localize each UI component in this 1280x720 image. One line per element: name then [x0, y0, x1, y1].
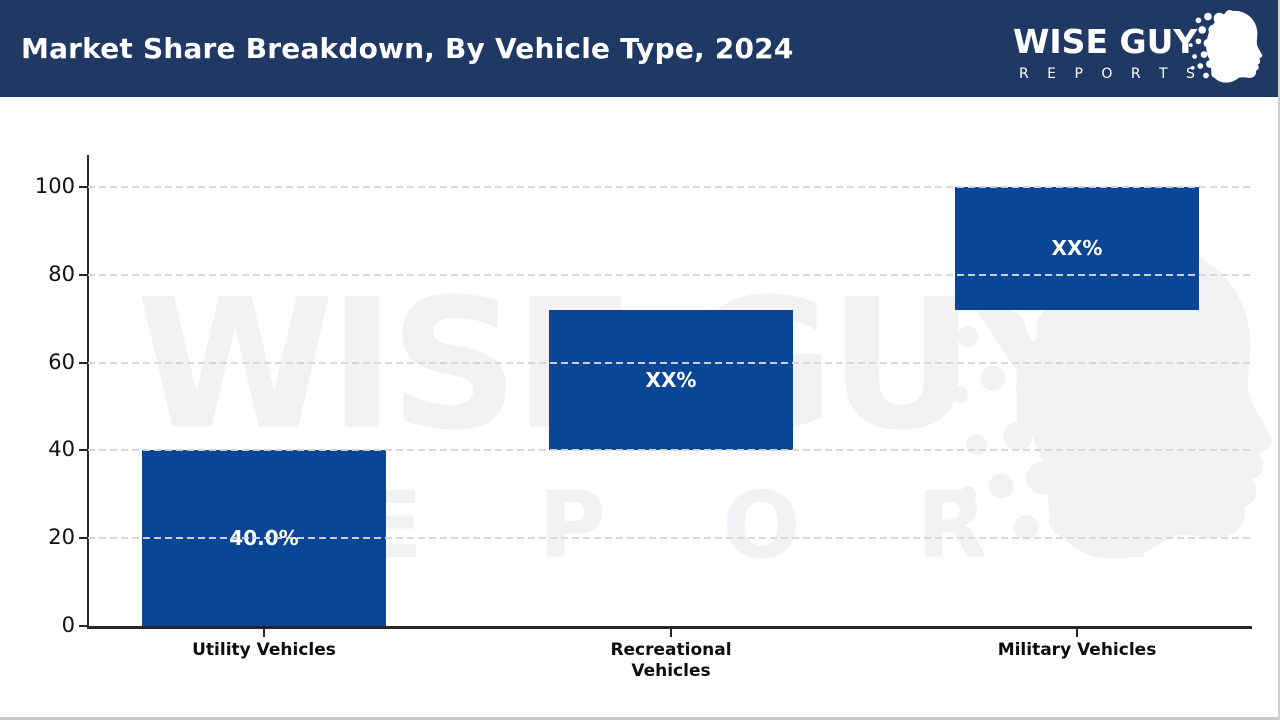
y-tick-mark-0: [79, 625, 88, 627]
y-tick-label-60: 60: [48, 349, 75, 374]
y-axis-spine: [87, 155, 90, 628]
logo-text-wise-guy: WISE GUY: [1013, 22, 1198, 61]
y-tick-mark-100: [79, 186, 88, 188]
bar-recreational-vehicles: XX%: [549, 309, 793, 451]
y-tick-mark-80: [79, 273, 88, 276]
x-tick-mark-2: [1076, 629, 1078, 637]
header-bar: Market Share Breakdown, By Vehicle Type,…: [0, 0, 1278, 97]
bar-value-label: XX%: [645, 368, 697, 393]
x-axis-label-2: Military Vehicles: [997, 640, 1157, 660]
chart-title: Market Share Breakdown, By Vehicle Type,…: [21, 32, 794, 65]
bar-value-label: XX%: [1051, 236, 1103, 261]
y-tick-mark-60: [79, 361, 88, 364]
logo-text-reports: R E P O R T S: [1019, 66, 1202, 82]
gridline-20: [88, 537, 1252, 540]
y-tick-mark-20: [79, 537, 88, 540]
bar-military-vehicles: XX%: [955, 187, 1199, 310]
gridline-40: [88, 449, 1252, 452]
y-tick-label-80: 80: [48, 261, 75, 286]
y-tick-label-40: 40: [48, 437, 75, 462]
x-axis-spine: [87, 626, 1252, 629]
x-axis-label-0: Utility Vehicles: [192, 640, 336, 660]
wise-guy-reports-logo: WISE GUY R E P O R T S: [1013, 9, 1263, 83]
gridline-100: [88, 186, 1252, 188]
x-tick-mark-1: [670, 629, 672, 637]
x-axis-label-1: Recreational Vehicles: [610, 640, 732, 681]
y-tick-label-20: 20: [48, 525, 75, 550]
y-tick-label-100: 100: [34, 174, 75, 198]
gridline-80: [88, 273, 1252, 276]
gridline-60: [88, 361, 1252, 364]
y-tick-label-0: 0: [61, 613, 75, 637]
x-tick-mark-0: [263, 629, 265, 637]
y-tick-mark-40: [79, 449, 88, 452]
